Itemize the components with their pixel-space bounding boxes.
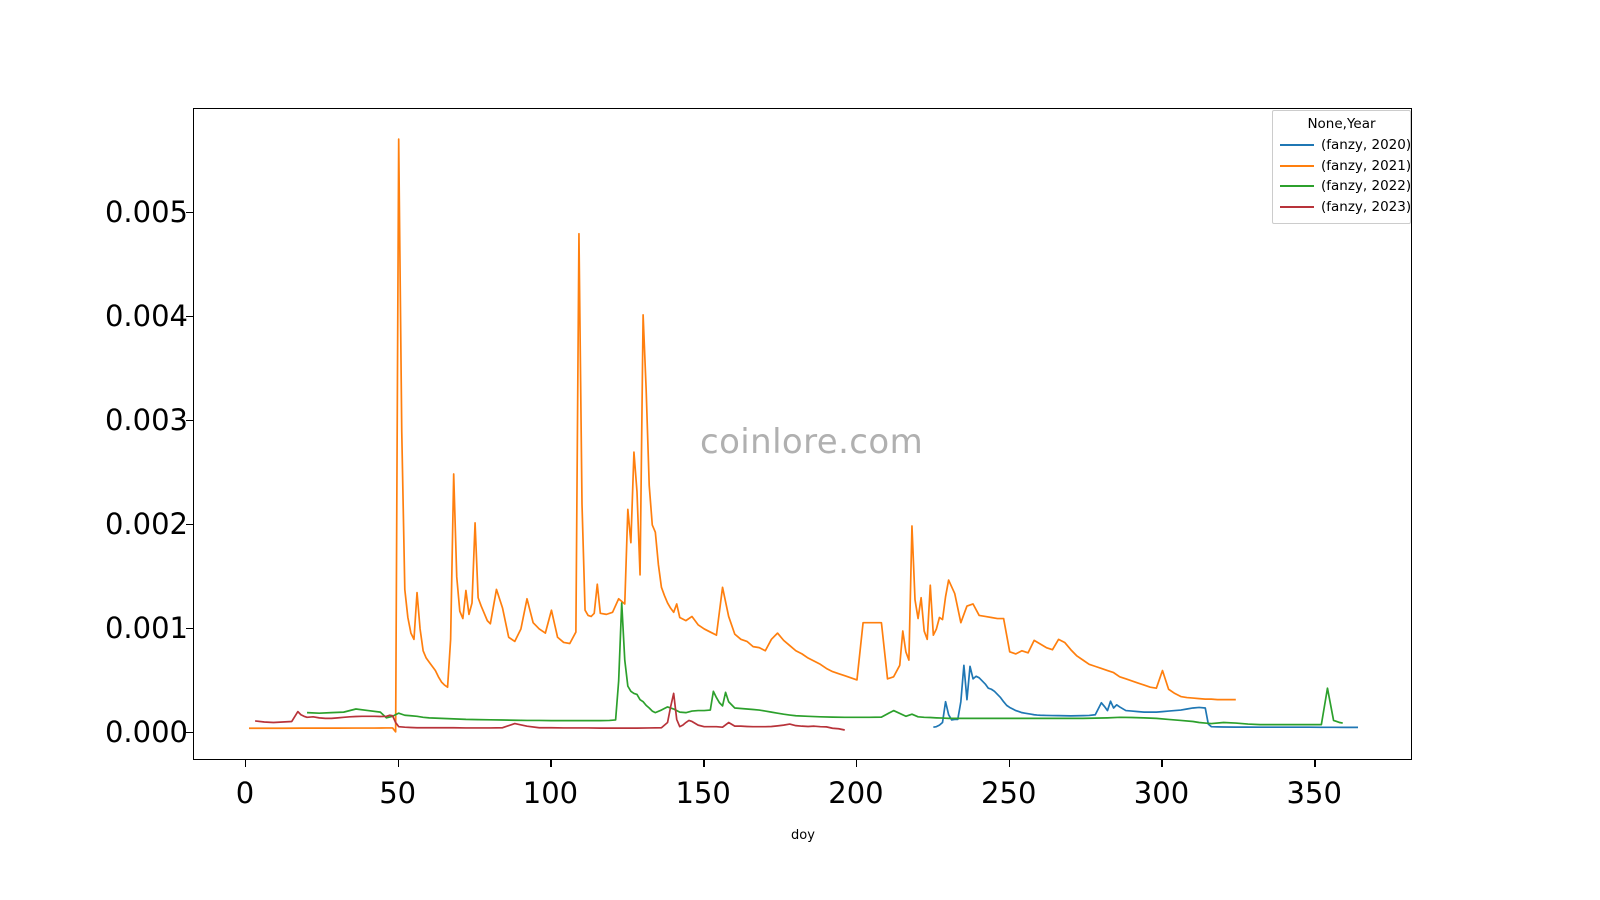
x-tick-mark-6 xyxy=(1161,760,1163,767)
legend-swatch-0 xyxy=(1280,144,1314,147)
legend-title: None,Year xyxy=(1307,116,1376,132)
legend-label-3: (fanzy, 2023) xyxy=(1321,198,1412,215)
y-tick-label-0: 0.000 xyxy=(104,714,188,749)
x-tick-mark-3 xyxy=(703,760,705,767)
line-series-3 xyxy=(255,692,845,731)
plot-area xyxy=(193,108,1412,760)
legend-entry-3[interactable]: (fanzy, 2023) xyxy=(1279,197,1411,218)
x-tick-label-2: 100 xyxy=(522,776,579,810)
line-series-1 xyxy=(248,138,1236,733)
x-tick-mark-5 xyxy=(1008,760,1011,767)
x-tick-label-0: 0 xyxy=(235,776,255,810)
line-series-2 xyxy=(307,602,1343,726)
x-tick-mark-7 xyxy=(1314,760,1316,767)
legend-swatch-1 xyxy=(1280,164,1314,167)
legend: None,Year (fanzy, 2020) (fanzy, 2021) (fan… xyxy=(1272,110,1411,224)
x-tick-mark-1 xyxy=(397,760,399,767)
legend-label-0: (fanzy, 2020) xyxy=(1321,137,1412,154)
legend-entries: (fanzy, 2020) (fanzy, 2021) (fanzy, 2022) (… xyxy=(1279,135,1411,218)
y-tick-mark-5 xyxy=(186,211,193,214)
x-tick-label-5: 250 xyxy=(981,776,1037,810)
series-lines xyxy=(248,138,1359,733)
x-tick-label-7: 350 xyxy=(1286,776,1342,810)
legend-entry-0[interactable]: (fanzy, 2020) xyxy=(1279,135,1411,156)
legend-swatch-2 xyxy=(1280,185,1314,188)
legend-label-1: (fanzy, 2021) xyxy=(1321,157,1412,174)
y-tick-label-5: 0.005 xyxy=(104,194,188,229)
y-tick-mark-2 xyxy=(186,523,193,526)
legend-label-2: (fanzy, 2022) xyxy=(1321,178,1412,195)
x-axis-label: doy xyxy=(0,828,1600,843)
legend-entry-2[interactable]: (fanzy, 2022) xyxy=(1279,176,1411,197)
x-tick-label-1: 50 xyxy=(379,776,417,810)
y-tick-mark-1 xyxy=(186,627,193,630)
x-tick-mark-0 xyxy=(244,760,247,767)
x-axis-label-text: doy xyxy=(791,828,815,843)
legend-entry-1[interactable]: (fanzy, 2021) xyxy=(1279,156,1411,177)
x-tick-mark-2 xyxy=(550,760,552,767)
y-tick-label-4: 0.004 xyxy=(104,298,188,333)
line-series-0 xyxy=(933,664,1359,729)
y-tick-label-2: 0.002 xyxy=(104,506,188,541)
y-tick-mark-4 xyxy=(186,315,193,318)
x-tick-label-6: 300 xyxy=(1133,776,1190,810)
y-tick-label-1: 0.001 xyxy=(104,610,188,645)
y-tick-mark-3 xyxy=(186,419,193,422)
x-tick-label-4: 200 xyxy=(828,776,884,810)
y-tick-label-3: 0.003 xyxy=(104,402,188,437)
x-tick-mark-4 xyxy=(855,760,858,767)
legend-swatch-3 xyxy=(1280,205,1314,208)
x-tick-label-3: 150 xyxy=(675,776,731,810)
y-tick-mark-0 xyxy=(186,731,193,734)
